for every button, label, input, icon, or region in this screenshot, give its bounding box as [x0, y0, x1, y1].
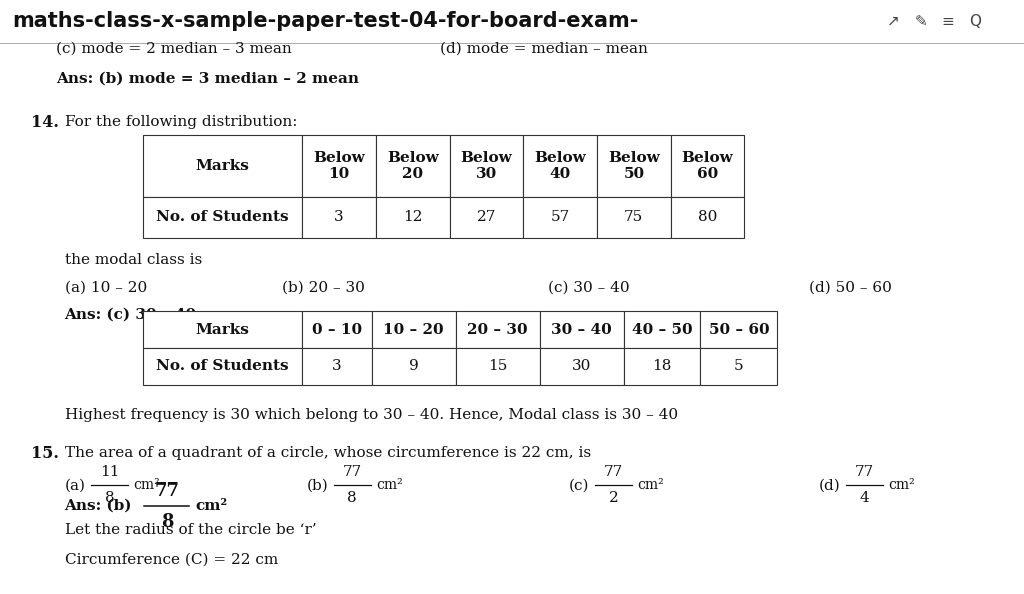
Text: For the following distribution:: For the following distribution:	[65, 115, 297, 129]
Text: 12: 12	[402, 210, 423, 225]
Bar	[597, 197, 671, 238]
Bar	[540, 348, 624, 385]
Text: (d) mode = median – mean: (d) mode = median – mean	[440, 42, 648, 56]
Text: cm²: cm²	[376, 478, 402, 492]
Text: 15.: 15.	[31, 445, 58, 462]
Text: 8: 8	[161, 513, 173, 530]
Text: 4: 4	[859, 491, 869, 505]
Bar	[302, 197, 376, 238]
Text: 0 – 10: 0 – 10	[312, 323, 361, 337]
Bar	[540, 311, 624, 348]
Bar	[624, 311, 700, 348]
Text: 40 – 50: 40 – 50	[632, 323, 692, 337]
Bar	[456, 311, 540, 348]
Bar	[376, 135, 450, 197]
Bar	[456, 348, 540, 385]
Text: cm²: cm²	[888, 478, 914, 492]
Bar	[376, 197, 450, 238]
Text: Below
10: Below 10	[313, 151, 365, 181]
Text: (d) 50 – 60: (d) 50 – 60	[809, 280, 892, 295]
Text: the modal class is: the modal class is	[65, 253, 202, 267]
Text: 77: 77	[604, 465, 623, 479]
Text: cm²: cm²	[133, 478, 160, 492]
Text: Let the radius of the circle be ‘r’: Let the radius of the circle be ‘r’	[65, 523, 316, 537]
Text: 77: 77	[855, 465, 873, 479]
Bar	[700, 348, 777, 385]
Text: (c) 30 – 40: (c) 30 – 40	[548, 280, 630, 295]
Bar	[372, 348, 456, 385]
Text: cm²: cm²	[637, 478, 664, 492]
Text: Ans: (b) mode = 3 median – 2 mean: Ans: (b) mode = 3 median – 2 mean	[56, 71, 359, 86]
Text: 77: 77	[155, 482, 179, 500]
Bar	[372, 311, 456, 348]
Bar	[143, 311, 302, 348]
Text: Highest frequency is 30 which belong to 30 – 40. Hence, Modal class is 30 – 40: Highest frequency is 30 which belong to …	[65, 407, 678, 422]
Bar	[302, 348, 372, 385]
Text: 10 – 20: 10 – 20	[383, 323, 444, 337]
Bar	[143, 197, 302, 238]
Text: (d): (d)	[819, 478, 841, 492]
Text: (c): (c)	[568, 478, 589, 492]
Text: ✎: ✎	[914, 14, 927, 29]
Text: 18: 18	[652, 359, 672, 374]
Text: 80: 80	[698, 210, 717, 225]
Text: 77: 77	[343, 465, 361, 479]
Bar	[302, 135, 376, 197]
Bar	[671, 197, 744, 238]
Bar	[597, 135, 671, 197]
Text: 8: 8	[104, 491, 115, 505]
Text: Below
50: Below 50	[608, 151, 659, 181]
Text: 50 – 60: 50 – 60	[709, 323, 769, 337]
Text: Marks: Marks	[196, 323, 250, 337]
Text: Circumference (C) = 22 cm: Circumference (C) = 22 cm	[65, 552, 278, 567]
Text: maths-class-x-sample-paper-test-04-for-board-exam-: maths-class-x-sample-paper-test-04-for-b…	[12, 11, 639, 31]
Text: ≡: ≡	[942, 14, 954, 29]
Text: Ans: (c) 30 – 40: Ans: (c) 30 – 40	[65, 308, 197, 322]
Text: 5: 5	[734, 359, 743, 374]
Text: ↗: ↗	[887, 14, 899, 29]
Bar	[624, 348, 700, 385]
Text: Below
30: Below 30	[461, 151, 512, 181]
Text: Marks: Marks	[196, 159, 250, 173]
Text: (a): (a)	[65, 478, 86, 492]
Bar	[523, 197, 597, 238]
Text: 27: 27	[477, 210, 496, 225]
Text: No. of Students: No. of Students	[157, 210, 289, 225]
Bar	[302, 311, 372, 348]
Text: 8: 8	[347, 491, 357, 505]
Bar	[143, 135, 302, 197]
Text: 30: 30	[572, 359, 591, 374]
Bar	[0, 0, 1024, 43]
Text: 20 – 30: 20 – 30	[467, 323, 528, 337]
Text: (c) mode = 2 median – 3 mean: (c) mode = 2 median – 3 mean	[56, 42, 292, 56]
Text: 3: 3	[332, 359, 342, 374]
Bar	[450, 197, 523, 238]
Text: cm²: cm²	[196, 499, 227, 513]
Text: 75: 75	[625, 210, 643, 225]
Bar	[523, 135, 597, 197]
Text: The area of a quadrant of a circle, whose circumference is 22 cm, is: The area of a quadrant of a circle, whos…	[65, 446, 591, 460]
Text: Below
40: Below 40	[535, 151, 586, 181]
Text: 30 – 40: 30 – 40	[551, 323, 612, 337]
Text: 2: 2	[608, 491, 618, 505]
Text: Q: Q	[969, 14, 981, 29]
Text: 57: 57	[551, 210, 569, 225]
Text: (a) 10 – 20: (a) 10 – 20	[65, 280, 146, 295]
Text: 9: 9	[409, 359, 419, 374]
Text: (b): (b)	[307, 478, 329, 492]
Bar	[143, 348, 302, 385]
Text: Below
60: Below 60	[682, 151, 733, 181]
Text: 14.: 14.	[31, 114, 58, 131]
Bar	[700, 311, 777, 348]
Text: No. of Students: No. of Students	[157, 359, 289, 374]
Bar	[671, 135, 744, 197]
Bar	[450, 135, 523, 197]
Text: 15: 15	[488, 359, 507, 374]
Text: Ans: (b): Ans: (b)	[65, 499, 132, 513]
Text: Below
20: Below 20	[387, 151, 438, 181]
Text: 11: 11	[99, 465, 120, 479]
Text: (b) 20 – 30: (b) 20 – 30	[282, 280, 365, 295]
Text: 3: 3	[334, 210, 344, 225]
